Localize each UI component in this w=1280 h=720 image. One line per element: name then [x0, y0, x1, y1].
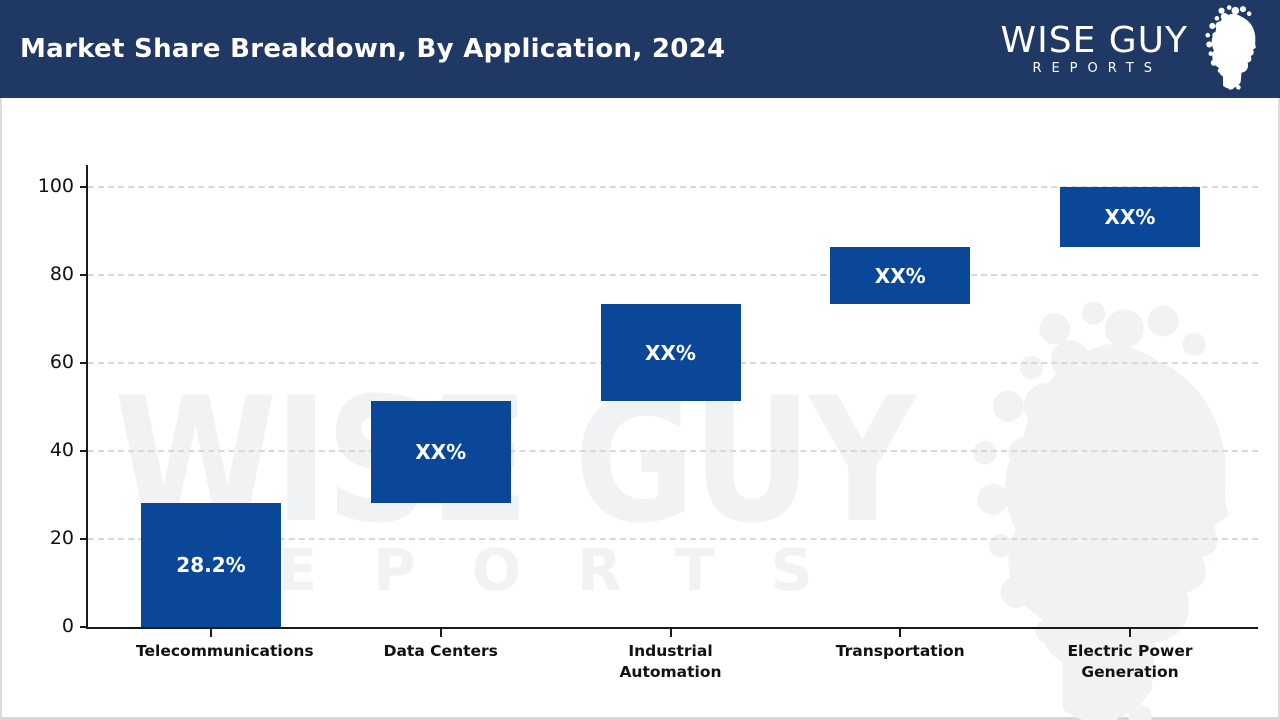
y-tick-mark	[80, 450, 88, 452]
waterfall-bar: XX%	[370, 401, 511, 503]
gridline	[88, 186, 1258, 188]
watermark-subtext: REPORTS	[177, 536, 869, 604]
header-bar: Market Share Breakdown, By Application, …	[0, 0, 1280, 98]
y-tick-mark	[80, 362, 88, 364]
x-tick-mark	[669, 629, 672, 637]
y-tick-label: 0	[61, 615, 74, 637]
y-tick-mark	[80, 538, 88, 540]
waterfall-bar: XX%	[600, 304, 741, 402]
y-tick-label: 40	[49, 439, 74, 461]
x-tick-mark	[439, 629, 442, 637]
x-tick-mark	[210, 629, 212, 637]
bar-value-label: XX%	[874, 263, 926, 288]
y-axis-line	[86, 165, 88, 629]
head-profile-dots-icon	[1205, 5, 1257, 90]
y-tick-mark	[80, 274, 88, 276]
brand-logo-text: WISE GUY REPORTS	[1000, 20, 1189, 76]
x-category-label: Telecommunications	[136, 642, 314, 660]
page-title: Market Share Breakdown, By Application, …	[20, 34, 726, 64]
brand-subname: REPORTS	[1032, 61, 1163, 76]
brand-name: WISE GUY	[1000, 20, 1188, 61]
x-category-label: Electric Power Generation	[1067, 642, 1193, 681]
waterfall-bar: XX%	[830, 246, 971, 305]
x-axis-line	[86, 627, 1258, 629]
gridline	[88, 450, 1258, 452]
x-category-label: Data Centers	[383, 642, 498, 660]
y-tick-mark	[80, 626, 88, 628]
y-tick-label: 100	[37, 175, 74, 197]
x-category-label: Industrial Automation	[619, 642, 722, 681]
x-category-label: Transportation	[835, 642, 965, 660]
y-tick-label: 80	[49, 263, 74, 285]
y-tick-label: 20	[49, 527, 74, 549]
brand-logo: WISE GUY REPORTS	[1001, 3, 1267, 95]
y-tick-label: 60	[49, 351, 74, 373]
gridline	[88, 538, 1258, 540]
bar-value-label: XX%	[1104, 204, 1156, 229]
gridline	[88, 274, 1258, 276]
bar-value-label: XX%	[645, 340, 696, 365]
x-tick-mark	[899, 629, 902, 637]
waterfall-bar: 28.2%	[141, 502, 281, 627]
waterfall-bar: XX%	[1060, 187, 1200, 247]
bar-value-label: XX%	[415, 440, 467, 465]
y-tick-mark	[80, 186, 88, 188]
bar-value-label: 28.2%	[176, 552, 246, 577]
x-tick-mark	[1129, 629, 1131, 637]
